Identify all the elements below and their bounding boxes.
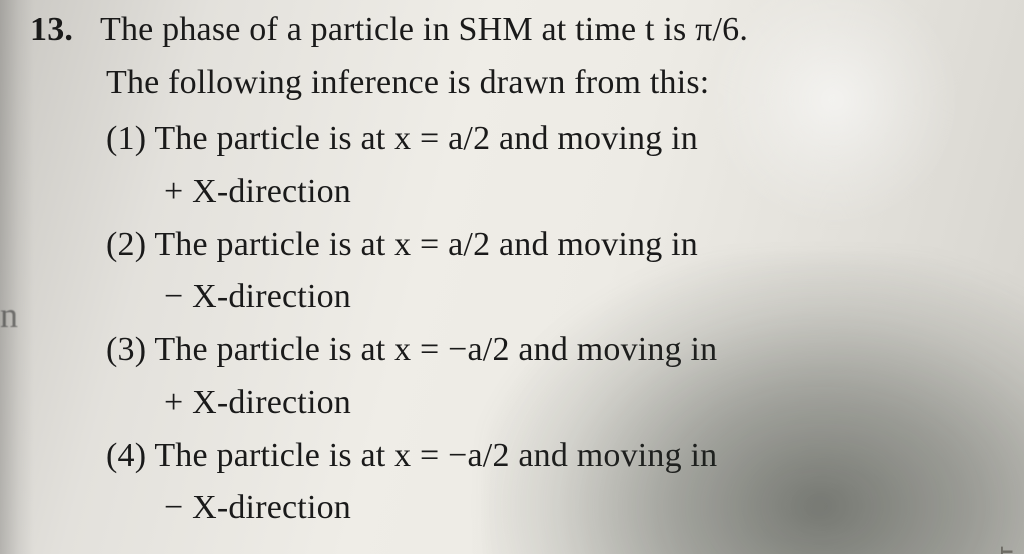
page-crease-shadow (0, 0, 34, 554)
question-block: 13.The phase of a particle in SHM at tim… (30, 4, 946, 535)
option-3-label: (3) (106, 331, 146, 368)
textbook-page-photo: n 13.The phase of a particle in SHM at t… (0, 0, 1024, 554)
left-edge-text-fragment: n (0, 294, 18, 336)
option-4-text-line2: − X-direction (164, 482, 946, 535)
option-2: (2) The particle is at x = a/2 and movin… (106, 219, 946, 272)
question-stem-line1: 13.The phase of a particle in SHM at tim… (100, 4, 946, 57)
answer-options: (1) The particle is at x = a/2 and movin… (106, 113, 946, 535)
option-3-text-line2: + X-direction (164, 377, 946, 430)
stem-pi-over-6: π/6. (695, 11, 748, 48)
question-number: 13. (30, 4, 100, 57)
option-4-label: (4) (106, 437, 146, 474)
stem-text-1: The phase of a particle in SHM at time t… (100, 11, 695, 48)
option-2-text-line1: The particle is at x = a/2 and moving in (154, 226, 698, 263)
option-4: (4) The particle is at x = −a/2 and movi… (106, 430, 946, 483)
option-3-text-line1: The particle is at x = −a/2 and moving i… (154, 331, 717, 368)
option-1-label: (1) (106, 120, 146, 157)
option-1-text-line1: The particle is at x = a/2 and moving in (154, 120, 698, 157)
page-spine-text: T/MODULE-BOAH A/TARGET\PHY\ENG\MODULE 03… (998, 546, 1018, 554)
option-1: (1) The particle is at x = a/2 and movin… (106, 113, 946, 166)
option-4-text-line1: The particle is at x = −a/2 and moving i… (154, 437, 717, 474)
option-3: (3) The particle is at x = −a/2 and movi… (106, 324, 946, 377)
option-2-text-line2: − X-direction (164, 271, 946, 324)
option-2-label: (2) (106, 226, 146, 263)
option-1-text-line2: + X-direction (164, 166, 946, 219)
question-stem-line2: The following inference is drawn from th… (106, 57, 946, 110)
